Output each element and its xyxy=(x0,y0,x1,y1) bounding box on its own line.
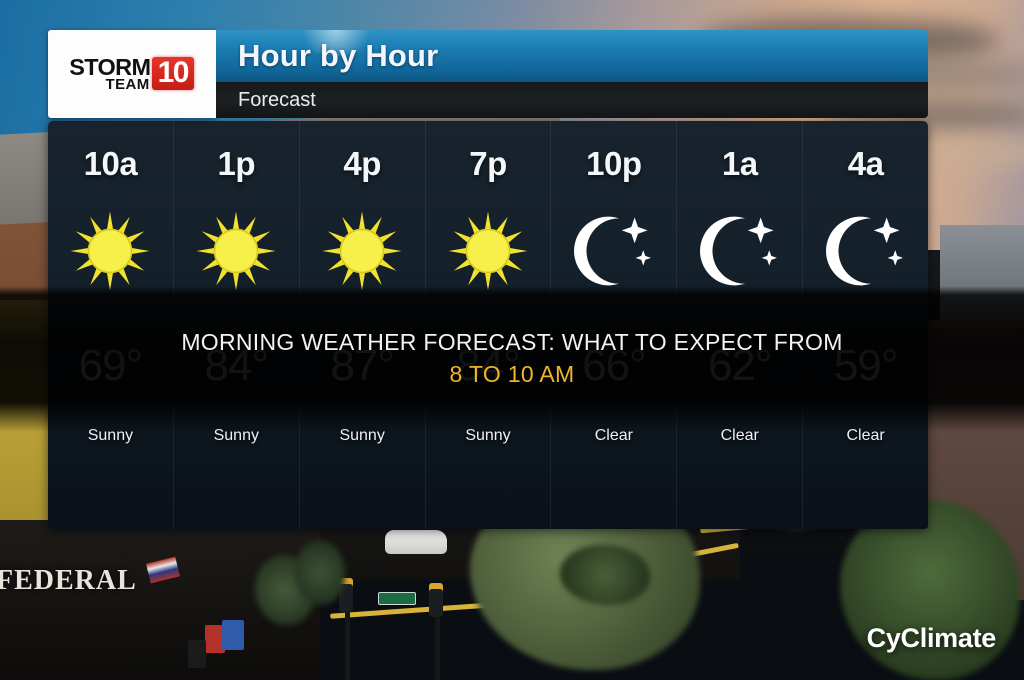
page-subtitle: Forecast xyxy=(238,88,316,111)
page-title: Hour by Hour xyxy=(238,38,439,73)
forecast-hour-label: 10p xyxy=(586,145,642,182)
logo-storm-text: STORM xyxy=(69,53,151,80)
sun-icon xyxy=(319,195,405,307)
storefront-sign: FEDERAL xyxy=(0,565,137,596)
hourly-forecast-widget: STORM TEAM 10 Hour by Hour Forecast 10a6… xyxy=(48,30,928,529)
moon-icon xyxy=(823,195,909,307)
header-subtitle-bar: Forecast xyxy=(216,82,928,118)
traffic-pole xyxy=(435,590,440,680)
widget-header: STORM TEAM 10 Hour by Hour Forecast xyxy=(48,30,928,118)
sun-icon xyxy=(193,195,279,307)
header-text-block: Hour by Hour Forecast xyxy=(216,30,928,118)
logo-channel-number: 10 xyxy=(151,57,194,91)
header-title-bar: Hour by Hour xyxy=(216,30,928,82)
tree xyxy=(295,540,345,605)
forecast-hour-label: 4a xyxy=(847,145,884,182)
tree xyxy=(560,545,650,605)
trash-bin xyxy=(205,625,225,653)
sun-icon xyxy=(67,195,153,307)
street-name-sign xyxy=(378,592,416,605)
caption-overlay: MORNING WEATHER FORECAST: WHAT TO EXPECT… xyxy=(0,286,1024,432)
parked-car xyxy=(385,530,447,554)
forecast-hour-label: 10a xyxy=(83,145,138,182)
forecast-hour-label: 7p xyxy=(469,145,507,182)
tree xyxy=(840,500,1020,680)
traffic-pole xyxy=(345,585,350,680)
moon-icon xyxy=(697,195,783,307)
forecast-hour-label: 1a xyxy=(721,145,758,182)
moon-icon xyxy=(571,195,657,307)
watermark-logo: CyClimate xyxy=(866,623,997,653)
logo-team-text: TEAM xyxy=(105,75,150,93)
caption-line-primary: MORNING WEATHER FORECAST: WHAT TO EXPECT… xyxy=(181,329,843,356)
traffic-light xyxy=(429,583,443,617)
storm-team-10-logo: STORM TEAM 10 xyxy=(48,30,216,118)
forecast-hour-label: 1p xyxy=(217,145,256,182)
caption-line-highlight: 8 TO 10 AM xyxy=(449,361,575,387)
trash-bin xyxy=(188,640,206,668)
recycle-bin xyxy=(222,620,244,650)
forecast-hour-label: 4p xyxy=(343,145,381,182)
sun-icon xyxy=(445,195,531,307)
